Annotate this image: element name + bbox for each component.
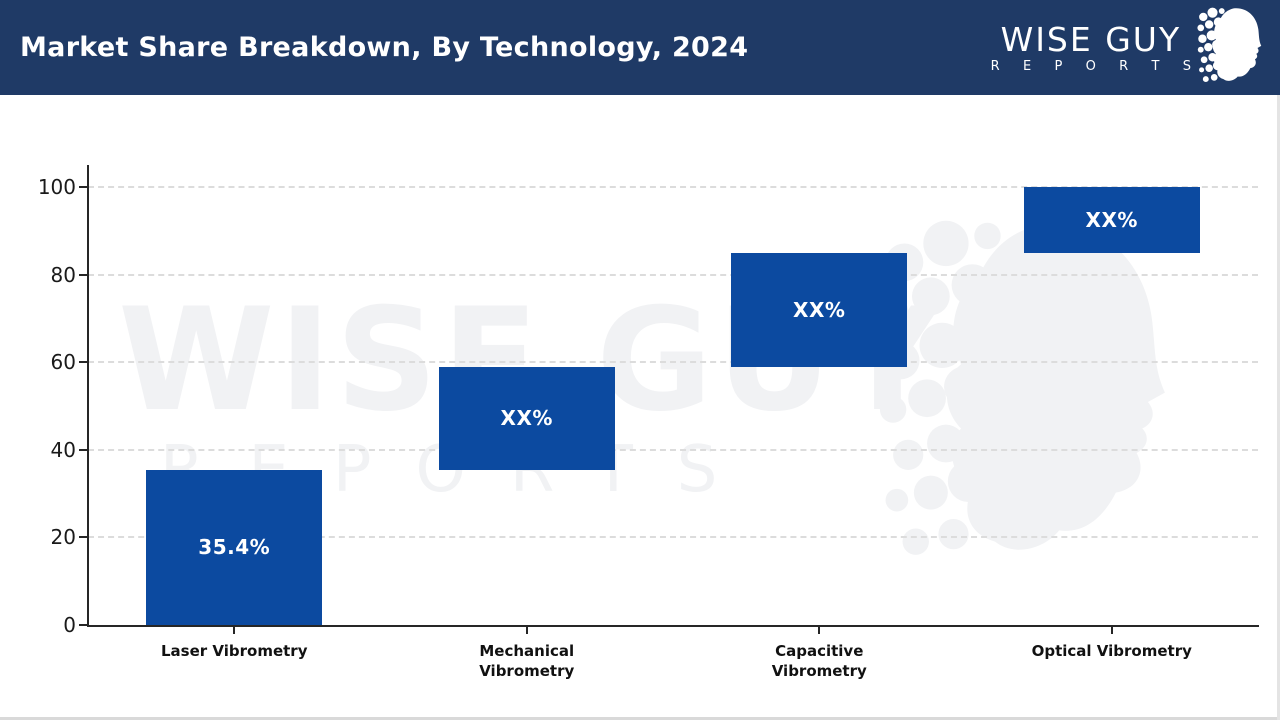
bottom-border: [0, 717, 1280, 720]
ytick-label-20: 20: [50, 525, 76, 550]
right-border: [1277, 95, 1280, 720]
bar-value-label: XX%: [500, 406, 553, 431]
dotted-head-icon: [1197, 7, 1262, 83]
x-axis-spine: [87, 625, 1259, 627]
bar-value-label: XX%: [1085, 207, 1138, 232]
ytick-mark-0: [79, 624, 88, 626]
logo-text: WISE GUY R E P O R T S: [980, 20, 1202, 75]
bar-mechanical-vibrometry: XX%: [438, 366, 615, 470]
xtick-mark-1: [525, 625, 528, 634]
category-label-line: Laser Vibrometry: [161, 642, 308, 660]
category-label-1: Mechanical Vibrometry: [387, 641, 667, 681]
bar-laser-vibrometry: 35.4%: [146, 469, 323, 625]
category-label-line: Mechanical: [479, 642, 575, 660]
category-label-line: Vibrometry: [771, 662, 867, 680]
ytick-mark-20: [79, 536, 88, 539]
ytick-label-40: 40: [50, 437, 76, 462]
category-label-0: Laser Vibrometry: [94, 641, 374, 661]
y-axis-spine: [87, 165, 89, 627]
header-banner: Market Share Breakdown, By Technology, 2…: [0, 0, 1280, 95]
category-label-line: Vibrometry: [479, 662, 575, 680]
ytick-mark-60: [79, 361, 88, 364]
xtick-mark-0: [233, 625, 236, 634]
bar-value-label: XX%: [793, 297, 846, 322]
ytick-mark-40: [79, 448, 88, 451]
gridline-60: [88, 361, 1258, 364]
bar-capacitive-vibrometry: XX%: [731, 252, 908, 367]
ytick-mark-80: [79, 273, 88, 276]
gridline-80: [88, 273, 1258, 276]
gridline-20: [88, 536, 1258, 539]
category-label-2: Capacitive Vibrometry: [679, 641, 959, 681]
page-title: Market Share Breakdown, By Technology, 2…: [20, 32, 749, 63]
gridline-100: [88, 186, 1258, 188]
ytick-label-100: 100: [37, 175, 76, 199]
wise-guy-logo: WISE GUY R E P O R T S: [980, 6, 1266, 90]
ytick-mark-100: [79, 186, 88, 188]
chart-area: WISE GUY REPORTS 0 20 40 60 80 100 35.4% Laser …: [0, 95, 1280, 720]
logo-subtitle: R E P O R T S: [990, 59, 1202, 74]
xtick-mark-2: [818, 625, 821, 634]
category-label-line: Optical Vibrometry: [1031, 642, 1192, 660]
xtick-mark-3: [1110, 625, 1113, 634]
watermark-head-icon: [878, 220, 1165, 555]
bar-value-label: 35.4%: [198, 535, 271, 560]
gridline-40: [88, 448, 1258, 451]
logo-wordmark: WISE GUY: [1000, 20, 1182, 59]
category-label-line: Capacitive: [775, 642, 864, 660]
bar-optical-vibrometry: XX%: [1023, 187, 1200, 253]
category-label-3: Optical Vibrometry: [972, 641, 1252, 661]
ytick-label-0: 0: [63, 613, 76, 637]
ytick-label-80: 80: [50, 262, 76, 287]
ytick-label-60: 60: [50, 350, 76, 375]
